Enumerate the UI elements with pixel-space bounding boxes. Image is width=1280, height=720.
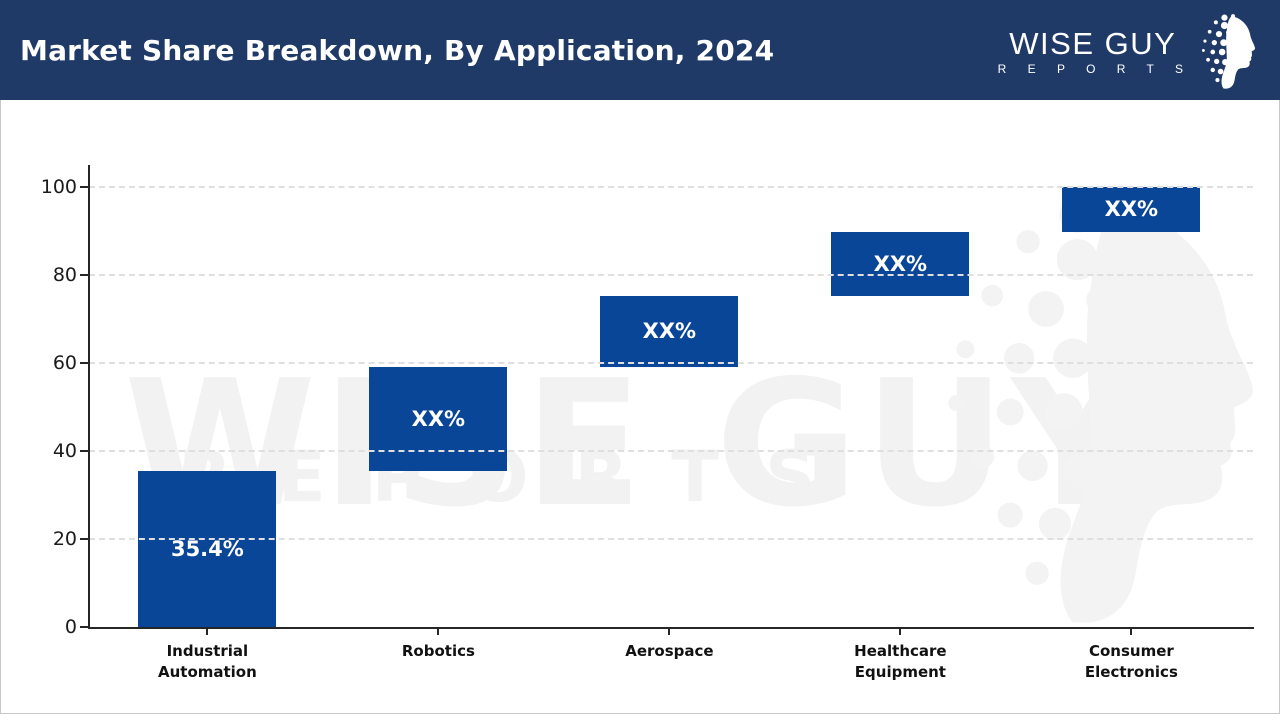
x-tick-mark-4	[1130, 628, 1133, 635]
bar-healthcare-equipment	[831, 231, 970, 297]
y-tick-mark-0	[80, 626, 88, 628]
y-tick-label-40: 40	[52, 439, 77, 462]
x-tick-mark-3	[899, 628, 902, 635]
brand-logo: WISE GUY R E P O R T S	[994, 11, 1258, 93]
brand-wordmark: WISE GUY	[1009, 25, 1177, 61]
x-category-label: Aerospace	[625, 642, 714, 660]
x-tick-mark-2	[668, 628, 671, 635]
watermark-wordmark-sub: REPORTS	[178, 436, 862, 518]
page-title: Market Share Breakdown, By Application, …	[20, 33, 775, 67]
y-tick-label-60: 60	[52, 351, 77, 374]
x-axis-line	[88, 627, 1254, 629]
x-tick-mark-0	[206, 628, 209, 635]
bar-robotics	[369, 366, 508, 472]
x-category-label: Healthcare Equipment	[854, 642, 947, 681]
bar-consumer-electronics	[1062, 187, 1201, 232]
y-tick-mark-60	[80, 362, 88, 364]
y-tick-mark-80	[80, 274, 88, 276]
x-tick-mark-1	[437, 628, 440, 635]
y-tick-label-100: 100	[40, 175, 77, 198]
bar-value-label: XX%	[1104, 197, 1159, 222]
y-tick-label-20: 20	[52, 527, 77, 550]
gridline-100	[89, 186, 1253, 188]
dotted-head-profile-icon	[1201, 14, 1256, 89]
bar-value-label: XX%	[642, 319, 697, 344]
brand-wordmark-sub: R E P O R T S	[997, 62, 1192, 77]
x-category-label: Consumer Electronics	[1084, 642, 1178, 681]
waterfall-chart: WISE GUY REPORTS 0 20 40 60 80 100 35.4% Indust…	[0, 100, 1280, 714]
watermark-head-profile-icon	[948, 194, 1253, 623]
y-tick-label-80: 80	[52, 263, 77, 286]
x-category-label: Robotics	[401, 642, 475, 660]
y-tick-mark-40	[80, 450, 88, 452]
y-tick-mark-100	[80, 186, 88, 188]
y-tick-mark-20	[80, 538, 88, 540]
header-bar: Market Share Breakdown, By Application, …	[0, 0, 1280, 100]
y-axis-line	[88, 165, 90, 629]
gridline-40	[89, 450, 1253, 452]
bar-value-label: 35.4%	[170, 537, 244, 562]
gridline-20	[89, 538, 1253, 540]
brand-logo-text: WISE GUY R E P O R T S	[994, 25, 1192, 77]
bar-value-label: XX%	[411, 406, 466, 431]
gridline-80	[89, 274, 1253, 276]
y-tick-label-0: 0	[64, 615, 77, 638]
x-category-label: Industrial Automation	[157, 642, 257, 681]
watermark-wordmark: WISE GUY	[124, 343, 1144, 546]
bar-aerospace	[600, 296, 739, 367]
bar-value-label: XX%	[873, 252, 928, 276]
bar-industrial-automation	[138, 471, 277, 627]
gridline-60	[89, 362, 1253, 364]
